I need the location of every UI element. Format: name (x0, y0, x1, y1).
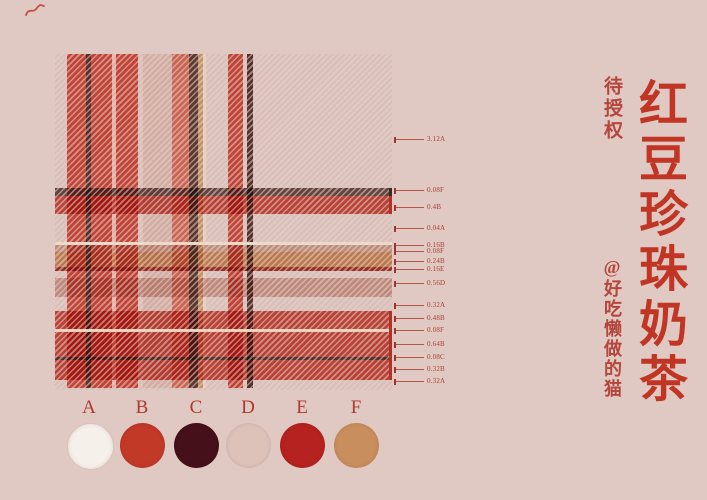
swatch-letter: C (189, 397, 203, 418)
measurement-tick (394, 266, 396, 273)
measurement-line (396, 305, 424, 306)
measurement-tick (394, 136, 396, 143)
author-credit: @好吃懒做的猫 (602, 257, 622, 399)
measurement-line (396, 228, 424, 229)
measurement-row: 0.04A (394, 225, 445, 232)
measurement-label: 0.64B (427, 340, 445, 348)
selvage-bar (389, 188, 392, 196)
measurement-label: 0.04A (427, 224, 446, 232)
measurement-tick (394, 242, 396, 249)
watermark-text: 待授权 (601, 76, 622, 142)
measurement-label: 0.4B (427, 203, 442, 211)
measurement-tick (394, 327, 396, 334)
swatch-letter: F (350, 397, 362, 418)
measurement-row: 0.32B (394, 366, 445, 373)
measurement-label: 0.08F (427, 326, 445, 334)
measurement-line (396, 269, 424, 270)
measurement-label: 0.32A (427, 301, 446, 309)
measurement-label: 0.48B (427, 314, 445, 322)
measurement-tick (394, 378, 396, 385)
measurement-label: 0.08F (427, 247, 445, 255)
measurement-row: 0.56D (394, 280, 445, 287)
measurement-line (396, 357, 424, 358)
measurement-tick (394, 354, 396, 361)
measurement-tick (394, 248, 396, 255)
tartan-pattern-preview (55, 54, 392, 390)
measurement-label: 0.24B (427, 257, 445, 265)
selvage-bar (389, 196, 392, 214)
measurement-tick (394, 225, 396, 232)
measurement-row: 0.48B (394, 315, 445, 322)
measurement-label: 0.16E (427, 265, 445, 273)
swatch-circle (334, 423, 379, 468)
measurement-label: 0.56D (427, 279, 446, 287)
selvage-bar (389, 311, 392, 380)
measurement-line (396, 283, 424, 284)
selvage-edge-layer (55, 54, 392, 390)
measurement-row: 0.08F (394, 248, 444, 255)
measurement-tick (394, 341, 396, 348)
measurement-line (396, 381, 424, 382)
measurement-tick (394, 187, 396, 194)
measurement-row: 3.12A (394, 136, 445, 143)
corner-scribble-mark (25, 4, 45, 16)
measurement-label: 0.32A (427, 377, 446, 385)
measurement-line (396, 318, 424, 319)
measurement-label: 0.08F (427, 186, 445, 194)
measurement-row: 0.16E (394, 266, 445, 273)
measurement-row: 0.24B (394, 258, 445, 265)
measurement-line (396, 330, 424, 331)
measurement-label: 0.16B (427, 241, 445, 249)
swatch-letter: B (135, 397, 149, 418)
swatch-letter: D (241, 397, 255, 418)
measurement-row: 0.32A (394, 378, 445, 385)
measurement-line (396, 190, 424, 191)
swatch-circle (280, 423, 325, 468)
twill-weave-texture (55, 54, 392, 390)
swatch-letter: E (296, 397, 308, 418)
measurement-row: 0.4B (394, 204, 441, 211)
swatch-letter: A (82, 397, 96, 418)
measurement-tick (394, 315, 396, 322)
swatch-circle (226, 423, 271, 468)
measurement-tick (394, 280, 396, 287)
measurement-line (396, 245, 424, 246)
measurement-tick (394, 258, 396, 265)
measurement-line (396, 251, 424, 252)
measurement-tick (394, 366, 396, 373)
measurement-tick (394, 204, 396, 211)
swatch-circle (174, 423, 219, 468)
measurement-line (396, 207, 424, 208)
measurement-line (396, 344, 424, 345)
pattern-title: 红豆珍珠奶茶 (632, 78, 687, 408)
measurement-tick (394, 302, 396, 309)
measurement-label: 0.08C (427, 353, 445, 361)
measurement-label: 3.12A (427, 135, 446, 143)
measurement-row: 0.08C (394, 354, 445, 361)
measurement-row: 0.08F (394, 187, 444, 194)
measurement-row: 0.32A (394, 302, 445, 309)
measurement-line (396, 261, 424, 262)
measurement-row: 0.64B (394, 341, 445, 348)
measurement-line (396, 369, 424, 370)
measurement-label: 0.32B (427, 365, 445, 373)
swatch-circle (67, 423, 114, 470)
swatch-circle (120, 423, 165, 468)
measurement-row: 0.08F (394, 327, 444, 334)
measurement-line (396, 139, 424, 140)
measurement-row: 0.16B (394, 242, 445, 249)
